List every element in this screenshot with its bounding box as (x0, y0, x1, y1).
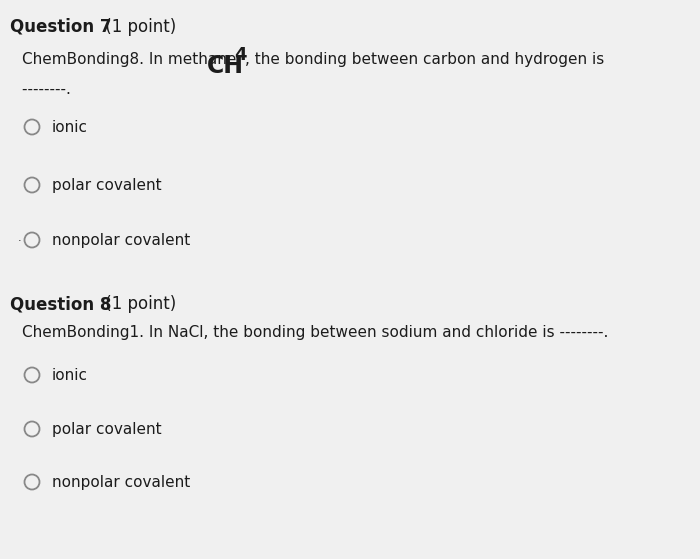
Text: --------.: --------. (22, 82, 80, 97)
Text: ChemBonding8. In methane: ChemBonding8. In methane (22, 52, 241, 67)
Text: ionic: ionic (52, 120, 88, 135)
Text: , the bonding between carbon and hydrogen is: , the bonding between carbon and hydroge… (245, 52, 604, 67)
Text: polar covalent: polar covalent (52, 178, 162, 193)
Text: nonpolar covalent: nonpolar covalent (52, 475, 190, 490)
Text: ·: · (18, 236, 22, 246)
Text: CH: CH (207, 54, 244, 78)
Text: polar covalent: polar covalent (52, 422, 162, 437)
Text: Question 8: Question 8 (10, 295, 111, 313)
Text: nonpolar covalent: nonpolar covalent (52, 233, 190, 248)
Text: (1 point): (1 point) (100, 295, 176, 313)
Text: (1 point): (1 point) (100, 18, 176, 36)
Text: 4: 4 (234, 46, 246, 64)
Text: ionic: ionic (52, 368, 88, 383)
Text: Question 7: Question 7 (10, 18, 111, 36)
Text: ChemBonding1. In NaCl, the bonding between sodium and chloride is --------.: ChemBonding1. In NaCl, the bonding betwe… (22, 325, 608, 340)
